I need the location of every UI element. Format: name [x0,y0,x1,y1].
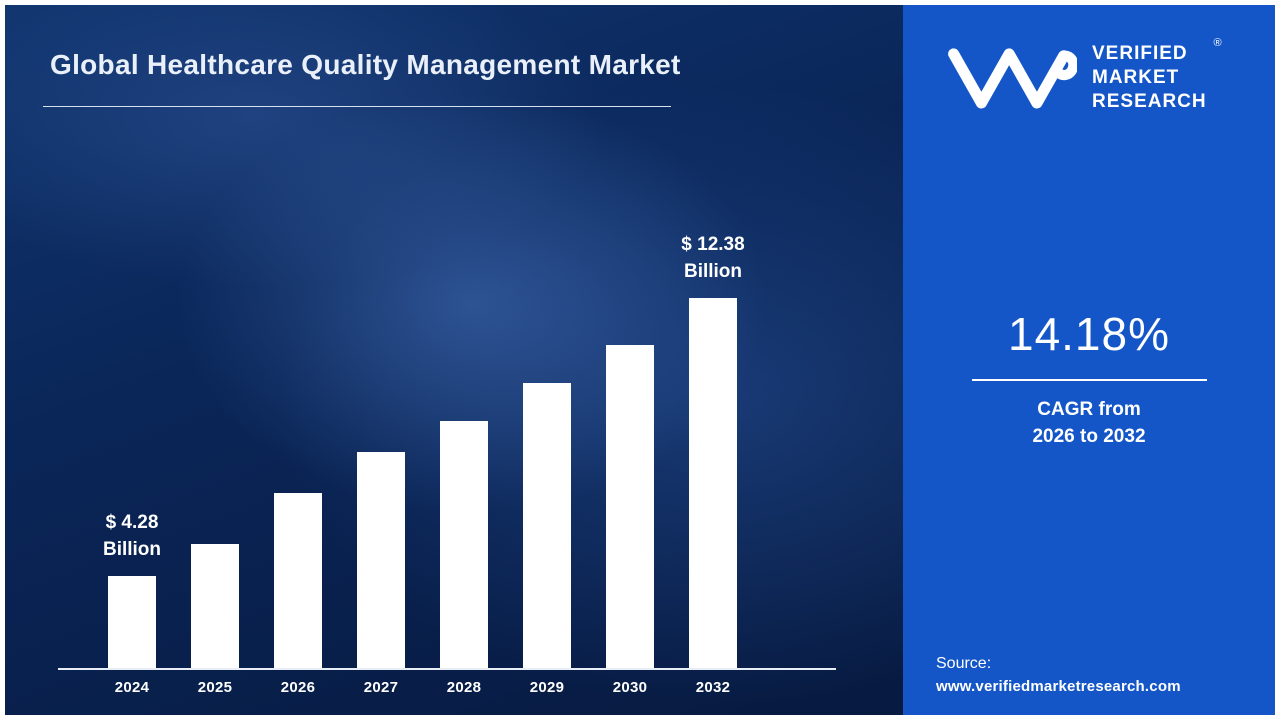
info-panel: ® VERIFIED MARKET RESEARCH 14.18% CAGR f… [903,5,1275,715]
bar-column [606,345,654,668]
bar-column [523,383,571,668]
bar-value-label: $ 12.38 Billion [681,233,745,283]
x-axis-label: 2025 [197,679,233,696]
brand-name: ® VERIFIED MARKET RESEARCH [1092,37,1222,115]
bar-column: $ 12.38 Billion [681,231,745,668]
bar-2030 [606,345,654,668]
vmr-logo-icon [948,48,1077,109]
cagr-caption-line2: 2026 to 2032 [1032,425,1146,447]
bar-2026 [274,493,322,668]
bar-column [440,421,488,668]
page-title: Global Healthcare Quality Management Mar… [50,49,681,80]
bar-2029 [523,383,571,668]
x-axis-label: 2028 [446,679,482,696]
source-label: Source: [936,655,992,672]
bar-column [357,452,405,668]
bar-2032 [689,298,737,668]
x-axis-label: 2024 [114,679,150,696]
x-axis-label: 2032 [695,679,731,696]
bar-2024 [108,576,156,668]
x-axis-line [58,668,836,670]
source-block: Source: www.verifiedmarketresearch.com [936,655,1181,695]
bars-row: $ 4.28 Billion $ 12.38 Billion [58,198,848,668]
x-axis-label: 2026 [280,679,316,696]
bar-value-label: $ 4.28 Billion [102,511,162,561]
cagr-caption-line1: CAGR from [1037,399,1141,420]
title-underline [43,106,671,108]
brand-name-line1: VERIFIED [1092,42,1188,64]
registered-mark-icon: ® [1213,36,1223,49]
source-url-link[interactable]: www.verifiedmarketresearch.com [936,678,1181,695]
bar-2025 [191,544,239,668]
cagr-value: 14.18% [1007,308,1170,360]
brand-name-line2: MARKET [1092,66,1180,88]
x-axis-label: 2027 [363,679,399,696]
bar-chart: $ 4.28 Billion $ 12.38 Billion 2024 2025 2026… [58,198,848,696]
x-axis-label: 2029 [529,679,565,696]
chart-section: Global Healthcare Quality Management Mar… [5,5,903,715]
brand-block: ® VERIFIED MARKET RESEARCH [945,37,1251,115]
x-axis-labels: 2024 2025 2026 2027 2028 2029 2030 2032 [58,679,848,696]
cagr-caption: CAGR from 2026 to 2032 [903,397,1275,450]
x-axis-label: 2030 [612,679,648,696]
bar-2027 [357,452,405,668]
brand-name-line3: RESEARCH [1092,91,1207,113]
bar-column [191,544,239,668]
cagr-divider [971,379,1207,381]
bar-column [274,493,322,668]
bar-column: $ 4.28 Billion [103,509,161,668]
bar-2028 [440,421,488,668]
